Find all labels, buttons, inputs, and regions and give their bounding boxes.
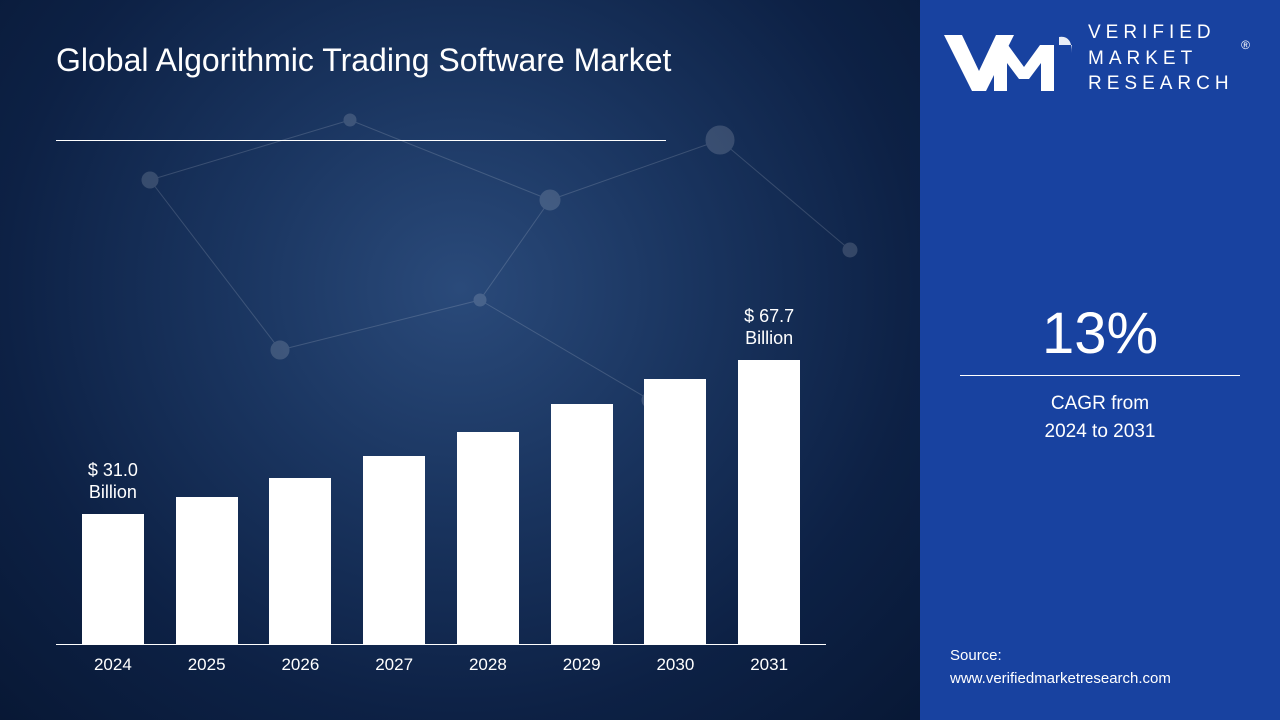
cagr-block: 13% CAGR from 2024 to 2031 [960,300,1240,445]
registered-mark: ® [1241,38,1250,52]
bar-chart: $ 31.0Billion $ 67.7Billion 2024 2025 2026 2… [56,215,826,685]
brand-line-3: RESEARCH [1088,71,1234,97]
bar [644,379,706,644]
bar-wrap [639,379,711,644]
last-bar-label: $ 67.7Billion [744,305,794,350]
source-block: Source: www.verifiedmarketresearch.com [950,645,1250,690]
bar [363,456,425,644]
cagr-underline [960,375,1240,376]
brand-line-2: MARKET [1088,46,1234,72]
x-axis-label: 2025 [171,655,243,675]
bar-wrap [546,404,618,644]
x-axis-label: 2030 [639,655,711,675]
source-url: www.verifiedmarketresearch.com [950,668,1250,691]
chart-panel: Global Algorithmic Trading Software Mark… [0,0,920,720]
bar-wrap [171,497,243,644]
bar-wrap [358,456,430,644]
x-axis-label: 2026 [264,655,336,675]
info-panel: VERIFIED MARKET RESEARCH ® 13% CAGR from… [920,0,1280,720]
first-bar-label: $ 31.0Billion [88,459,138,504]
bar [457,432,519,644]
chart-title: Global Algorithmic Trading Software Mark… [56,40,671,82]
bar [82,514,144,644]
brand-name: VERIFIED MARKET RESEARCH [1088,20,1234,97]
bar [738,360,800,644]
bar [269,478,331,644]
bar-wrap: $ 67.7Billion [733,360,805,644]
bar-wrap: $ 31.0Billion [77,514,149,644]
cagr-label-line-2: 2024 to 2031 [960,418,1240,446]
cagr-label: CAGR from 2024 to 2031 [960,390,1240,445]
x-axis-label: 2028 [452,655,524,675]
bar [551,404,613,644]
bar-wrap [264,478,336,644]
cagr-value: 13% [960,300,1240,367]
bar [176,497,238,644]
source-label: Source: [950,645,1250,668]
x-axis-label: 2024 [77,655,149,675]
x-axis-label: 2029 [546,655,618,675]
brand-logo: VERIFIED MARKET RESEARCH ® [944,20,1256,97]
bar-wrap [452,432,524,644]
cagr-label-line-1: CAGR from [960,390,1240,418]
vmr-logo-icon [944,23,1074,93]
brand-line-1: VERIFIED [1088,20,1234,46]
x-axis-label: 2027 [358,655,430,675]
x-axis-label: 2031 [733,655,805,675]
title-underline [56,140,666,141]
chart-baseline [56,644,826,645]
